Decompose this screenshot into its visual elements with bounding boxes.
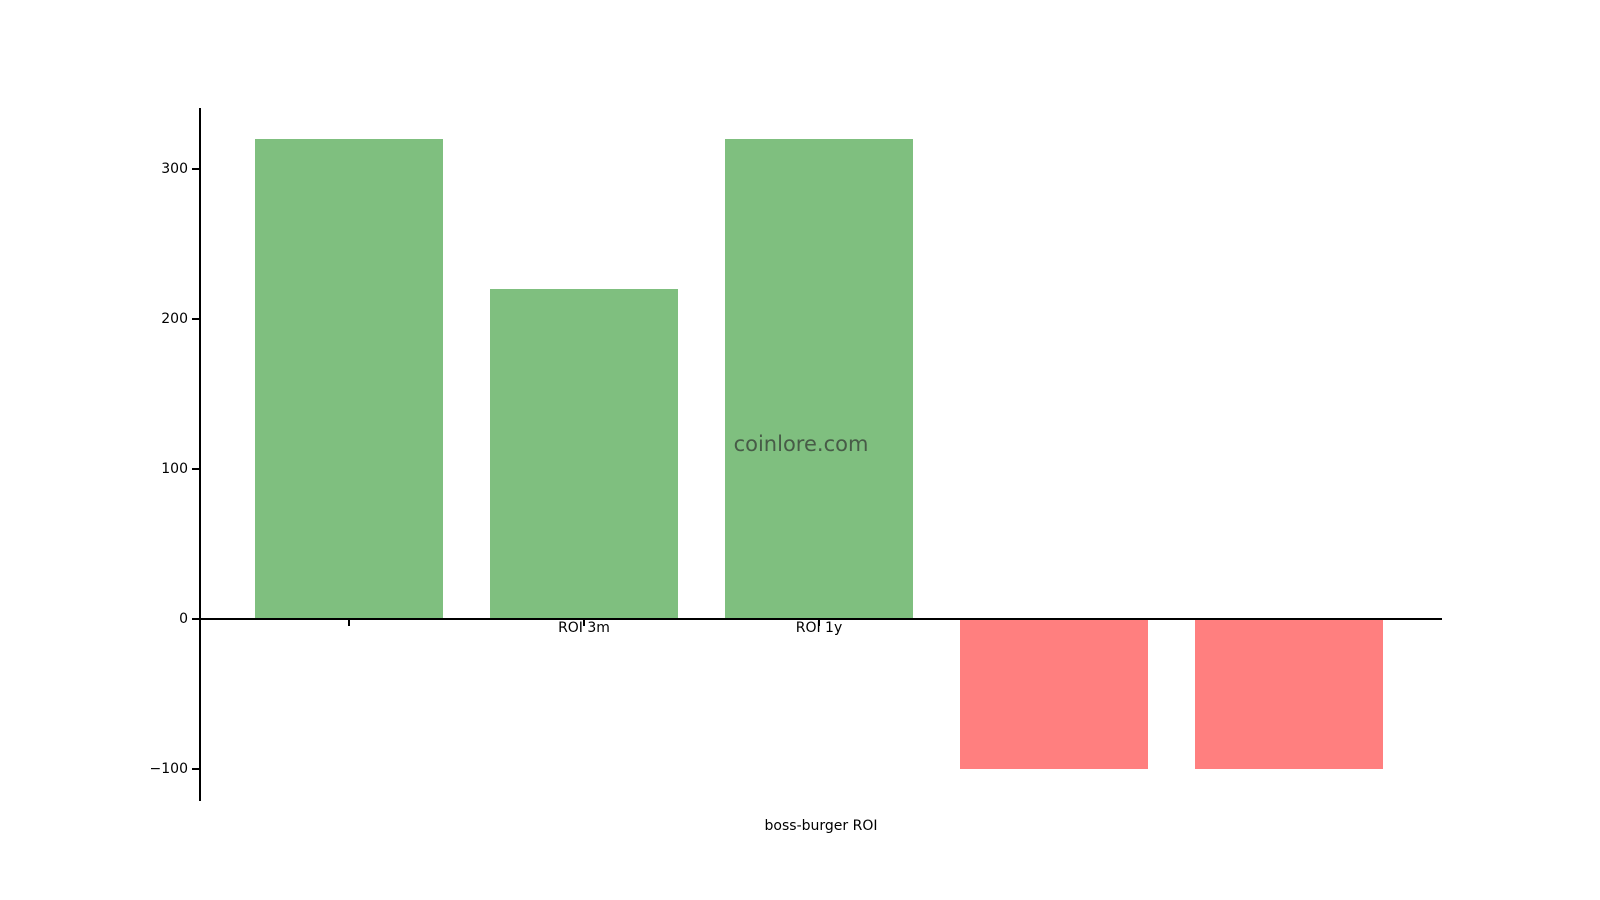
bar-series-4 — [1195, 619, 1383, 769]
x-tick-mark — [583, 619, 585, 626]
y-tick-label: 0 — [179, 611, 188, 627]
chart-title: boss-burger ROI — [764, 818, 878, 834]
x-tick-mark — [348, 619, 350, 626]
y-tick-label: −100 — [149, 761, 188, 777]
y-tick-mark — [192, 618, 199, 620]
x-tick-label: ROI 1y — [795, 620, 843, 636]
bar-series-0 — [255, 139, 443, 619]
y-tick-mark — [192, 168, 199, 170]
bar-roi-1y — [725, 139, 913, 619]
y-tick-label: 100 — [161, 461, 188, 477]
y-tick-label: 200 — [161, 311, 188, 327]
watermark-text: coinlore.com — [733, 432, 869, 456]
bar-roi-3m — [490, 289, 678, 619]
x-tick-mark — [818, 619, 820, 626]
y-tick-mark — [192, 768, 199, 770]
y-tick-mark — [192, 318, 199, 320]
bar-series-3 — [960, 619, 1148, 769]
y-tick-mark — [192, 468, 199, 470]
x-axis-line — [199, 618, 1442, 620]
y-tick-label: 300 — [161, 161, 188, 177]
x-tick-label: ROI 3m — [558, 620, 610, 636]
y-axis-line — [199, 108, 201, 801]
